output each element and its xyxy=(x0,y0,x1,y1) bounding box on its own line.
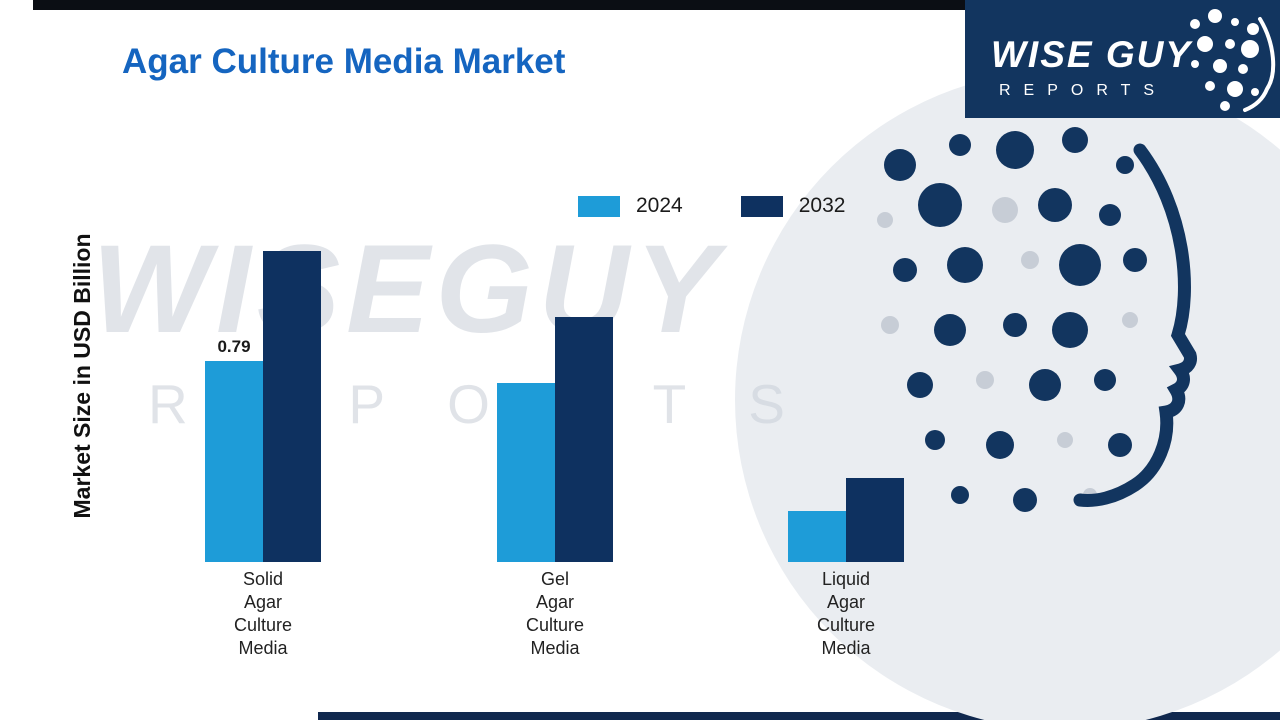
bar-2024 xyxy=(497,383,555,562)
bottom-border-strip xyxy=(318,712,1280,720)
category-label: Gel Agar Culture Media xyxy=(525,569,585,658)
bar-2024 xyxy=(788,511,846,562)
chart-legend: 2024 2032 xyxy=(578,194,845,218)
legend-entry-2024: 2024 xyxy=(578,194,683,218)
wiseguy-logo: WISE GUY REPORTS xyxy=(965,0,1280,118)
bar-2024: 0.79 xyxy=(205,337,263,562)
dotted-head-icon xyxy=(877,127,1197,512)
category-label: Solid Agar Culture Media xyxy=(233,569,293,658)
bar-2032 xyxy=(846,478,904,562)
legend-swatch-2024 xyxy=(578,195,620,217)
top-border-strip xyxy=(33,0,965,10)
legend-label-2032: 2032 xyxy=(798,194,846,217)
bar-group xyxy=(497,317,613,562)
legend-label-2024: 2024 xyxy=(636,194,683,217)
bar-group xyxy=(788,478,904,562)
category-label: Liquid Agar Culture Media xyxy=(816,569,876,658)
logo-sub-text: REPORTS xyxy=(999,82,1168,99)
bar-value-label: 0.79 xyxy=(217,337,251,356)
legend-swatch-2032 xyxy=(740,195,783,217)
bar-2032 xyxy=(555,317,613,562)
page-title: Agar Culture Media Market xyxy=(122,42,566,81)
bar-2032 xyxy=(263,251,321,562)
y-axis-label: Market Size in USD Billion xyxy=(69,233,95,519)
bar-group: 0.79 xyxy=(205,251,321,562)
logo-name-text: WISE GUY xyxy=(991,34,1193,75)
background-circle xyxy=(735,70,1280,720)
watermark-wiseguy: WISEGUY xyxy=(92,220,725,359)
logo-head-icon xyxy=(1190,9,1276,112)
legend-entry-2032: 2032 xyxy=(740,194,846,218)
